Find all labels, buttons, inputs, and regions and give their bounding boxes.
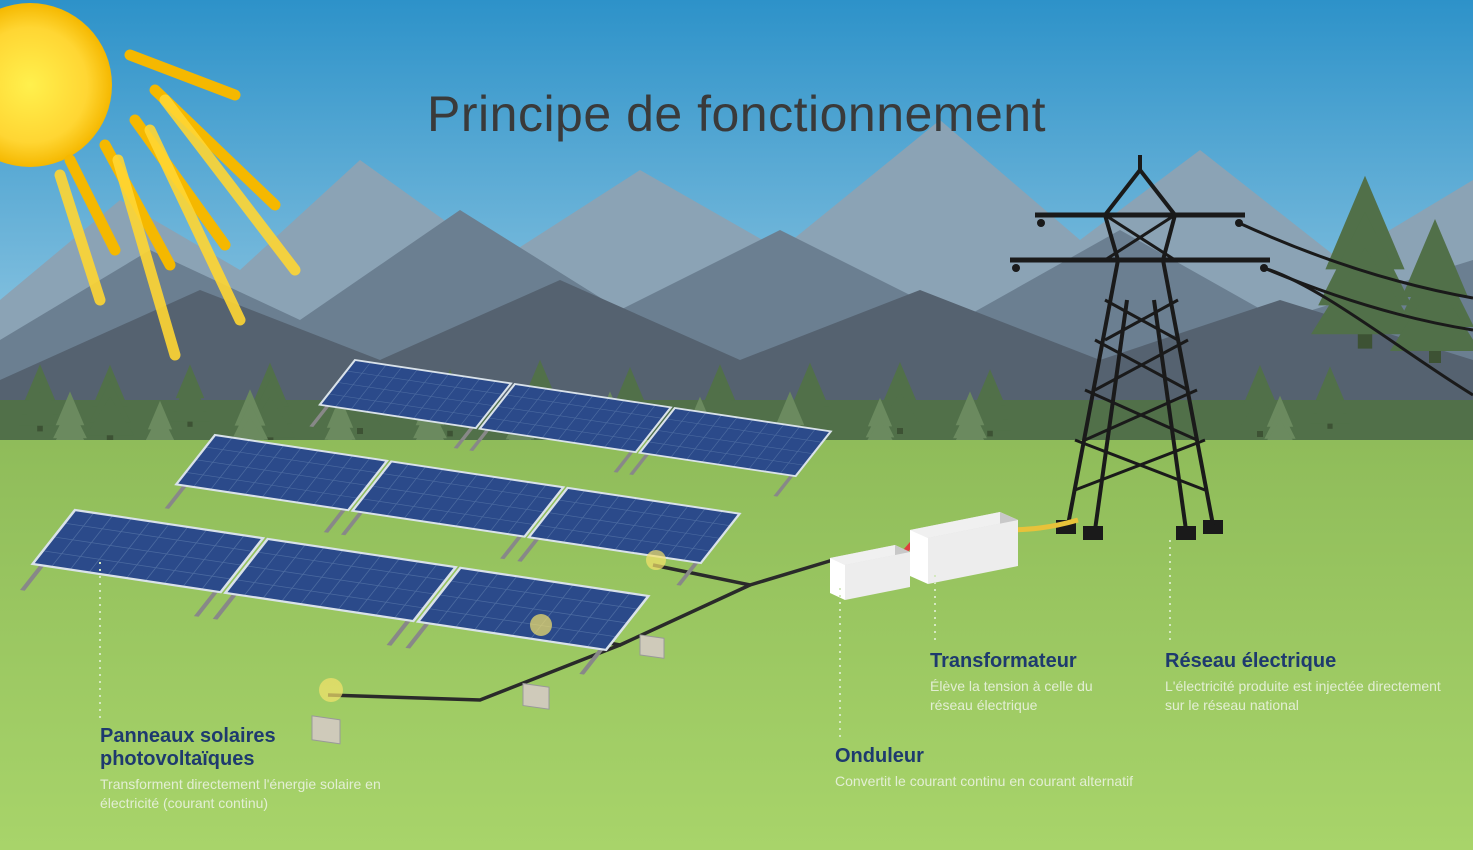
- label-panels-title: Panneaux solaires photovoltaïques: [100, 725, 420, 771]
- label-inverter-desc: Convertit le courant continu en courant …: [835, 772, 1133, 791]
- label-transformer: Transformateur Élève la tension à celle …: [930, 650, 1130, 715]
- label-transformer-desc: Élève la tension à celle du réseau élect…: [930, 677, 1130, 715]
- label-transformer-title: Transformateur: [930, 650, 1130, 673]
- label-grid: Réseau électrique L'électricité produite…: [1165, 650, 1455, 715]
- label-panels: Panneaux solaires photovoltaïques Transf…: [100, 725, 420, 813]
- diagram-canvas: Principe de fonctionnement Panneaux sola…: [0, 0, 1473, 850]
- label-inverter: Onduleur Convertit le courant continu en…: [835, 745, 1133, 791]
- label-inverter-title: Onduleur: [835, 745, 1133, 768]
- diagram-title: Principe de fonctionnement: [0, 85, 1473, 143]
- label-grid-title: Réseau électrique: [1165, 650, 1455, 673]
- label-grid-desc: L'électricité produite est injectée dire…: [1165, 677, 1455, 715]
- label-panels-desc: Transforment directement l'énergie solai…: [100, 775, 420, 813]
